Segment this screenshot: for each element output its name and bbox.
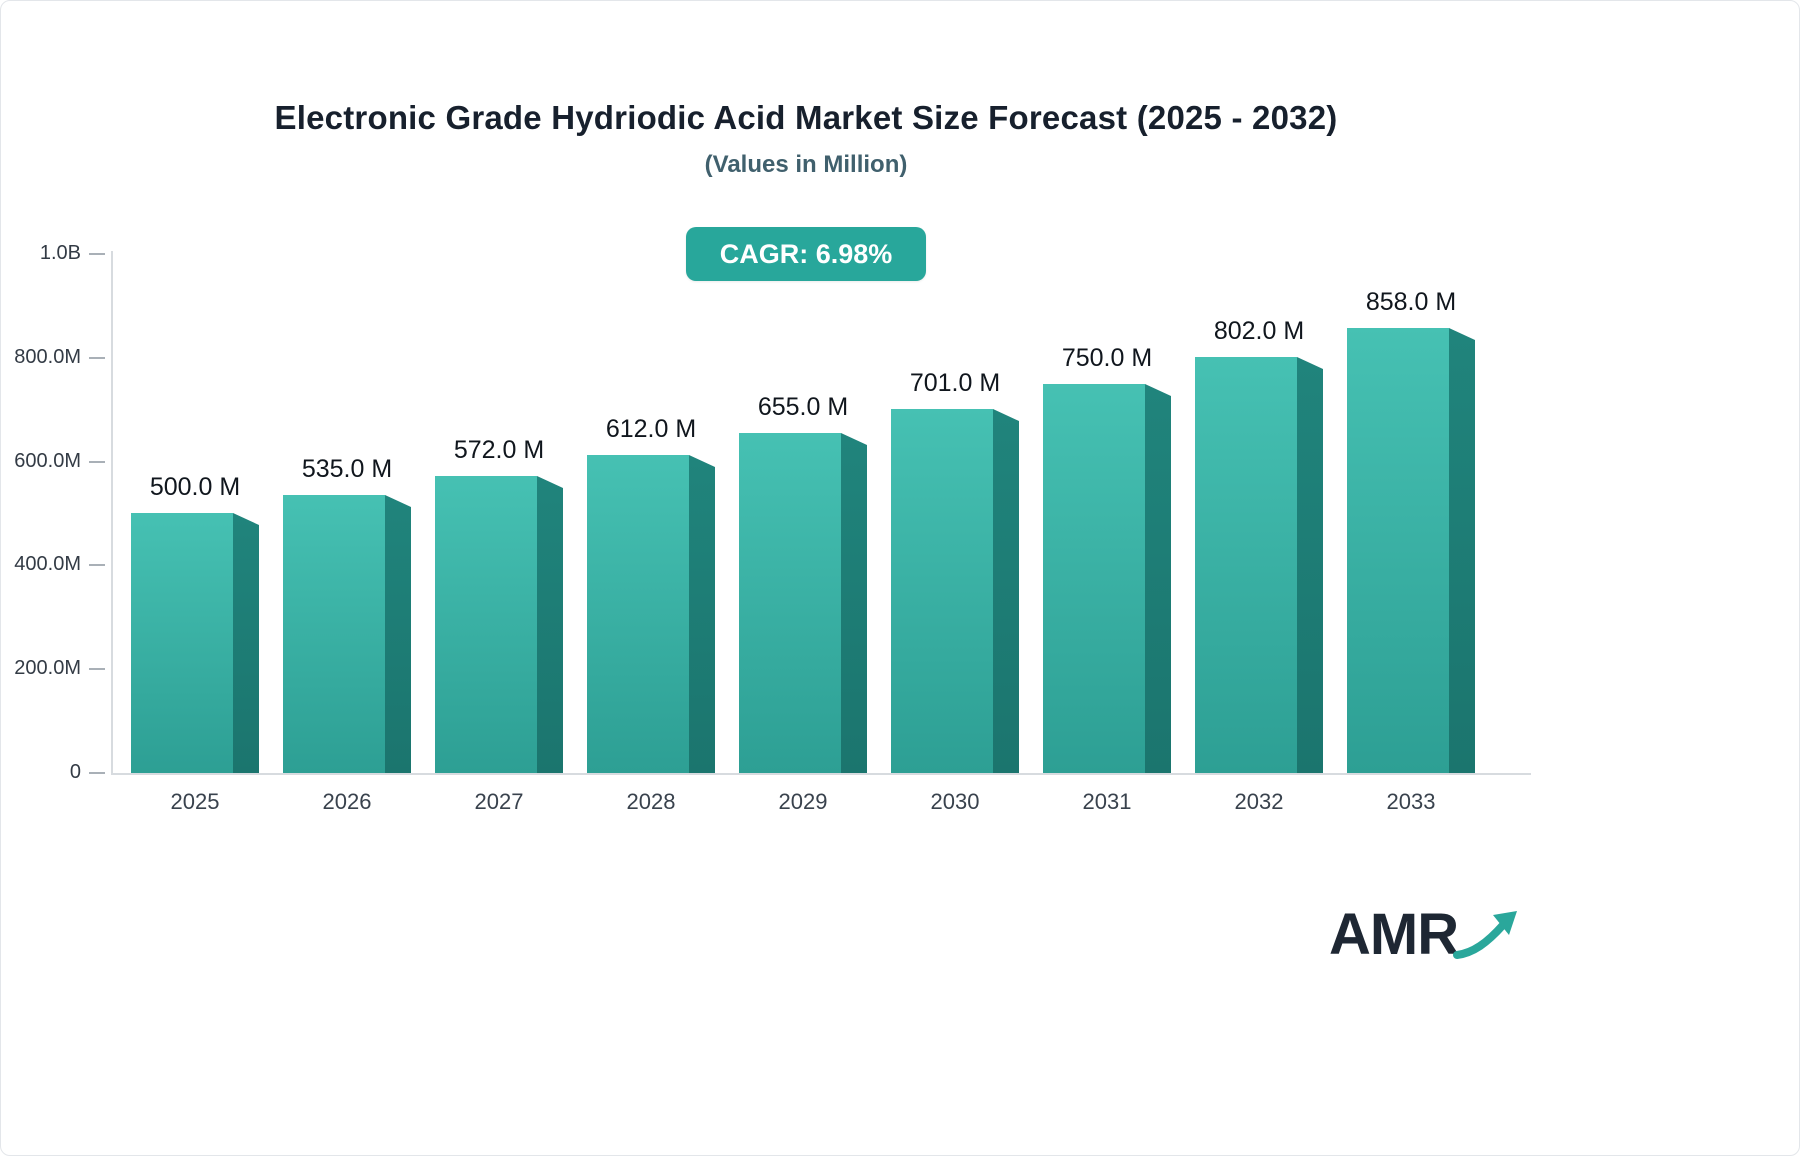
y-tick-label: 0 [69,761,81,783]
bar-group [131,513,259,773]
bar-side-face [537,476,563,773]
bar-group [435,476,563,773]
bar [1195,357,1297,773]
bar [131,513,233,773]
x-axis-line [111,773,1531,775]
y-tick-label: 400.0M [14,553,81,576]
bar-side-face [1297,357,1323,773]
y-tick-mark [89,253,105,255]
y-tick-label: 1.0B [39,242,81,264]
bar [1043,384,1145,773]
y-axis-line [111,251,113,774]
logo-growth-arrow-icon [1453,911,1517,959]
bar [435,476,537,773]
x-tick-label: 2031 [1082,789,1132,814]
chart-subtitle: (Values in Million) [704,151,908,178]
bar-value-label: 750.0 M [1061,344,1153,372]
x-tick-label: 2033 [1386,789,1436,814]
y-tick-mark [89,668,105,671]
x-tick-label: 2025 [170,789,220,814]
bar [587,455,689,773]
amr-logo: AMR [1329,897,1529,977]
bar-side-face [841,433,867,773]
y-tick-mark [89,772,105,774]
y-tick-mark [89,564,105,567]
x-tick-label: 2028 [626,789,676,814]
x-tick-label: 2030 [930,789,980,814]
bar-value-label: 802.0 M [1213,317,1305,345]
x-tick-label: 2027 [474,789,524,814]
bar-value-label: 701.0 M [909,369,1001,397]
bar-value-label: 655.0 M [757,393,849,421]
cagr-badge: CAGR: 6.98% [686,227,926,281]
bar-value-label: 535.0 M [301,455,393,483]
y-tick-mark [89,356,105,359]
bar-group [1347,328,1475,773]
bar-value-label: 500.0 M [149,473,241,501]
bar-side-face [1449,328,1475,773]
bar-value-label: 858.0 M [1365,288,1457,316]
chart-title: Electronic Grade Hydriodic Acid Market S… [274,99,1338,136]
bar [739,433,841,773]
x-tick-label: 2026 [322,789,372,814]
y-tick-mark [89,460,105,463]
bar-group [1195,357,1323,773]
bar-value-label: 572.0 M [453,436,545,464]
bar-group [283,495,411,773]
amr-logo-text: AMR [1329,902,1459,967]
bar [283,495,385,773]
bar [891,409,993,773]
bar-group [739,433,867,773]
y-tick-label: 800.0M [14,345,81,368]
x-tick-label: 2032 [1234,789,1284,814]
y-tick-label: 600.0M [14,449,81,472]
x-tick-label: 2029 [778,789,828,814]
bar [1347,328,1449,773]
bar-side-face [689,455,715,773]
bar-side-face [1145,384,1171,773]
y-tick-label: 200.0M [14,657,81,680]
bar-group [587,455,715,773]
bar-value-label: 612.0 M [605,415,697,443]
bar-group [891,409,1019,773]
bar-group [1043,384,1171,773]
bar-side-face [233,513,259,773]
bar-side-face [385,495,411,773]
bar-side-face [993,409,1019,773]
